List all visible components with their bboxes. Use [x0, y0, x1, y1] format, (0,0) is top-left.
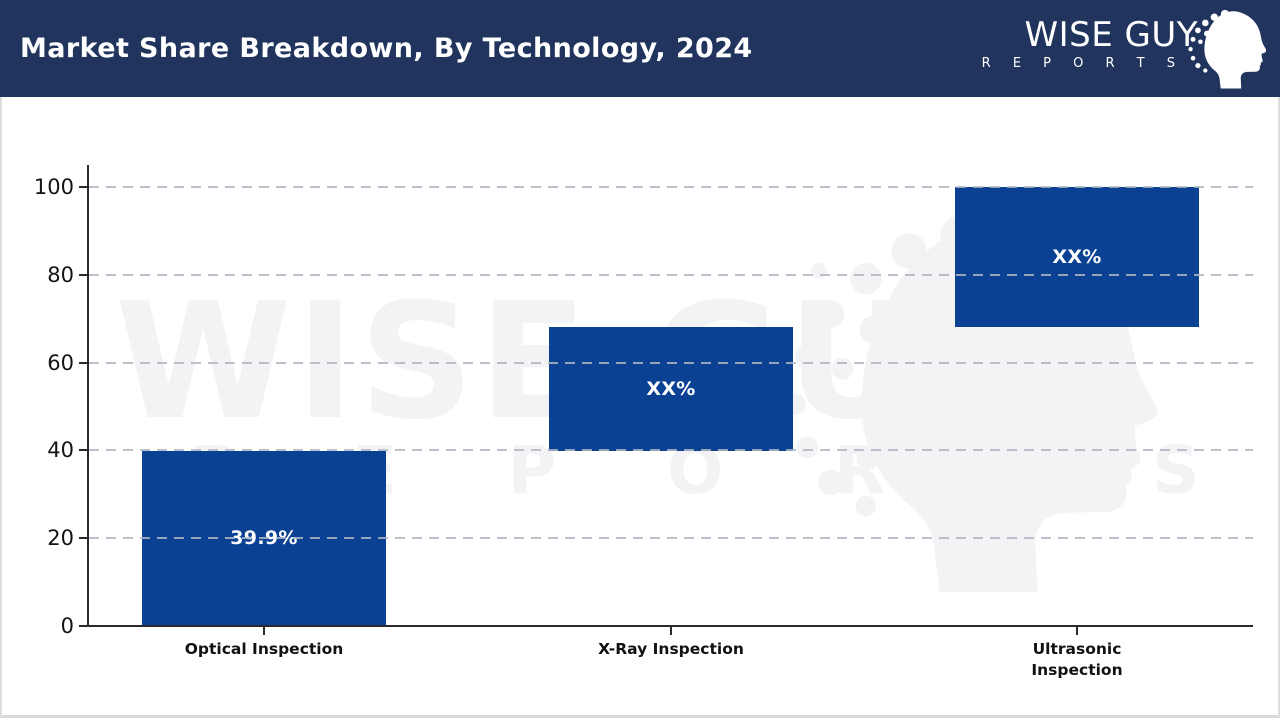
brand-logo-text: WISE GUY R E P O R T S: [982, 16, 1198, 74]
y-tick-mark: [79, 186, 87, 188]
header-bar: Market Share Breakdown, By Technology, 2…: [0, 0, 1280, 97]
x-tick-mark: [670, 627, 672, 635]
x-axis-spine: [87, 625, 1253, 627]
y-tick-mark: [79, 537, 87, 540]
x-category-label-xray: X-Ray Inspection: [598, 640, 744, 658]
y-tick-label: 60: [47, 350, 74, 375]
brand-head-dots-icon: [1188, 9, 1266, 89]
gridline-y-40: [89, 449, 1253, 452]
y-tick-label: 100: [33, 175, 74, 199]
gridline-y-20: [89, 537, 1253, 540]
y-axis-spine: [87, 165, 89, 627]
bar-segment: XX%: [549, 327, 793, 451]
x-tick-mark: [263, 627, 265, 635]
page-title: Market Share Breakdown, By Technology, 2…: [20, 33, 753, 64]
bar-value-label: XX%: [1052, 246, 1102, 269]
y-tick-label: 20: [47, 526, 74, 551]
gridline-y-60: [89, 361, 1253, 364]
y-tick-label: 40: [47, 438, 74, 463]
gridline-y-80: [89, 273, 1253, 276]
y-tick-mark: [79, 273, 87, 276]
x-category-label-optical: Optical Inspection: [184, 640, 344, 658]
y-tick-mark: [79, 361, 87, 364]
brand-logo: WISE GUY R E P O R T S: [982, 0, 1270, 97]
bar-value-label: XX%: [646, 377, 696, 400]
brand-wordmark: WISE GUY: [1024, 15, 1198, 55]
brand-reports-text: R E P O R T S: [981, 56, 1184, 71]
x-tick-mark: [1076, 627, 1078, 635]
x-category-label-ultrasonic: Ultrasonic Inspection: [1031, 640, 1123, 679]
y-tick-label: 0: [60, 614, 74, 638]
y-tick-mark: [79, 449, 87, 452]
gridline-y-100: [89, 186, 1253, 188]
y-tick-label: 80: [47, 262, 74, 287]
bar-segment: XX%: [955, 187, 1199, 328]
y-tick-mark: [79, 625, 87, 627]
